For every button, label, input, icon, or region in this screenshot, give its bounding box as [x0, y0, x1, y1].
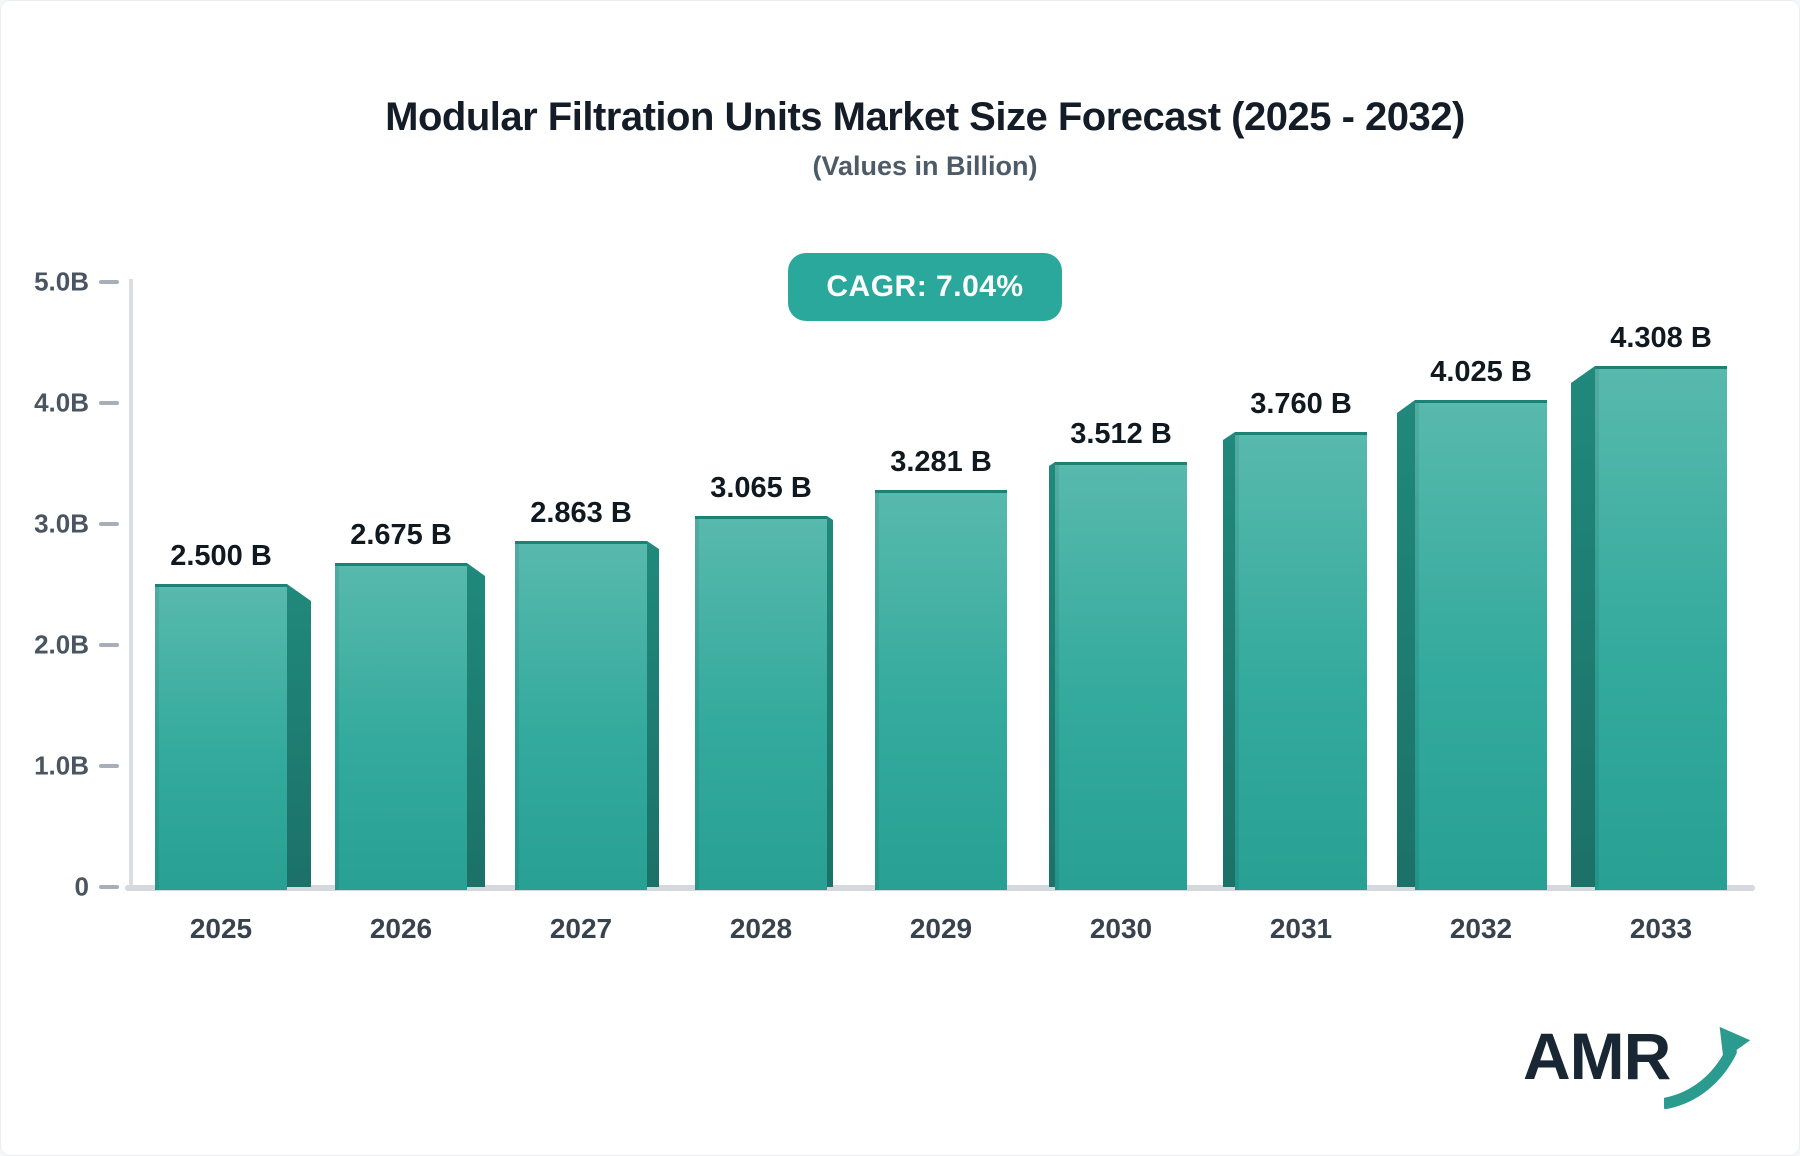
- y-tick-dash: [99, 280, 119, 284]
- y-tick-dash: [99, 643, 119, 647]
- x-axis-year-label: 2026: [369, 913, 433, 944]
- y-axis-line: [129, 279, 133, 889]
- bar-side-face: [1049, 462, 1055, 887]
- bar-2031: [1235, 432, 1367, 890]
- x-axis-year-label: 2028: [729, 913, 793, 944]
- x-axis-year-label: 2032: [1449, 913, 1513, 944]
- bar-2033: [1595, 366, 1727, 890]
- y-tick-label: 3.0B: [34, 508, 89, 539]
- bar-side-face: [1223, 432, 1235, 887]
- x-axis-year-label: 2031: [1269, 913, 1333, 944]
- bar-side-face: [467, 563, 485, 887]
- bar-value-label: 3.065 B: [710, 472, 812, 504]
- bar-side-face: [827, 516, 833, 887]
- chart-title: Modular Filtration Units Market Size For…: [385, 95, 1465, 139]
- bar-side-face: [1397, 400, 1415, 887]
- y-tick-label: 1.0B: [34, 750, 89, 781]
- y-tick-label: 5.0B: [34, 266, 89, 297]
- brand-logo-text: AMR: [1523, 1019, 1671, 1093]
- bar-2030: [1055, 462, 1187, 890]
- bar-value-label: 3.281 B: [890, 446, 992, 478]
- y-tick-dash: [99, 885, 119, 889]
- bar-side-face: [1571, 366, 1595, 887]
- x-axis-year-label: 2025: [189, 913, 253, 944]
- bar-value-label: 4.308 B: [1610, 322, 1712, 354]
- bar-2028: [695, 516, 827, 890]
- cagr-badge-wrap: CAGR: 7.04%: [25, 253, 1799, 321]
- x-axis-year-label: 2027: [549, 913, 613, 944]
- bar-value-label: 3.512 B: [1070, 418, 1172, 450]
- bar-2026: [335, 563, 467, 890]
- brand-logo: AMR: [1523, 1023, 1760, 1109]
- bar-value-label: 4.025 B: [1430, 356, 1532, 388]
- y-tick-label: 4.0B: [34, 387, 89, 418]
- bar-value-label: 3.760 B: [1250, 388, 1352, 420]
- bar-2029: [875, 490, 1007, 890]
- cagr-badge: CAGR: 7.04%: [788, 253, 1062, 321]
- bar-value-label: 2.863 B: [530, 497, 632, 529]
- chart-subtitle: (Values in Billion): [812, 151, 1038, 181]
- bar-side-face: [287, 584, 311, 887]
- bar-2032: [1415, 400, 1547, 890]
- y-tick-dash: [99, 764, 119, 768]
- y-tick-label: 2.0B: [34, 629, 89, 660]
- y-tick-dash: [99, 401, 119, 405]
- x-axis-year-label: 2029: [909, 913, 973, 944]
- growth-arrow-icon: [1664, 1026, 1751, 1109]
- x-axis-year-label: 2030: [1089, 913, 1153, 944]
- y-tick-label: 0: [74, 871, 89, 902]
- bar-side-face: [647, 541, 659, 887]
- bar-2027: [515, 541, 647, 890]
- bar-value-label: 2.500 B: [170, 540, 272, 572]
- bar-2025: [155, 584, 287, 890]
- bar-value-label: 2.675 B: [350, 519, 452, 551]
- y-tick-dash: [99, 522, 119, 526]
- x-axis-year-label: 2033: [1629, 913, 1693, 944]
